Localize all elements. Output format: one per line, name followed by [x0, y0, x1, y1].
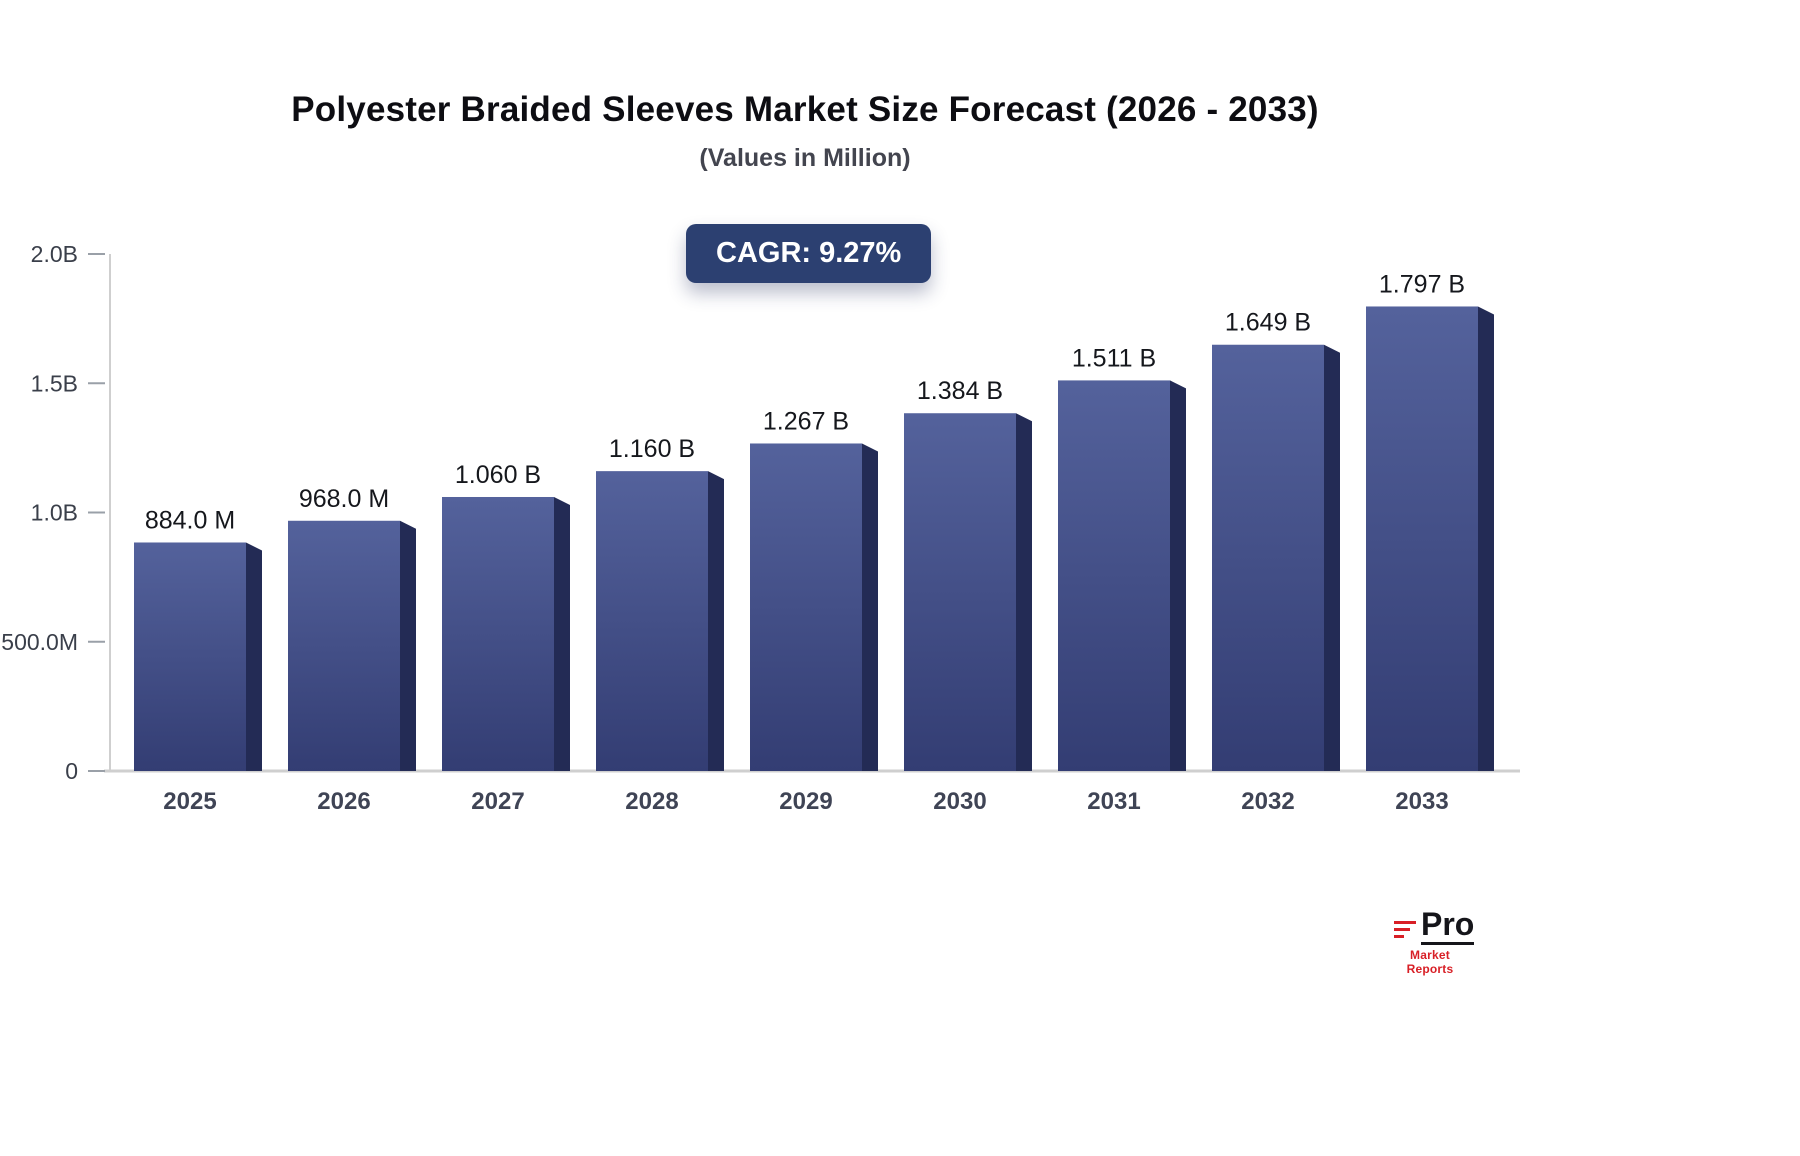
x-axis-label: 2029 — [779, 788, 832, 815]
bar-value-label: 968.0 M — [299, 485, 389, 513]
x-axis-label: 2028 — [625, 788, 678, 815]
bar-value-label: 884.0 M — [145, 506, 235, 534]
bar-2025: 884.0 M 2025 — [134, 506, 262, 815]
bar-2029: 1.267 B 2029 — [750, 407, 878, 815]
bar-value-label: 1.160 B — [609, 435, 695, 463]
bar-side-face — [862, 443, 878, 771]
bar-front-face — [442, 496, 554, 771]
bar-2033: 1.797 B 2033 — [1366, 270, 1494, 815]
bar-2028: 1.160 B 2028 — [596, 435, 724, 815]
x-axis-label: 2027 — [471, 788, 524, 815]
bar-value-label: 1.267 B — [763, 407, 849, 435]
chart-header: Polyester Braided Sleeves Market Size Fo… — [0, 0, 1610, 173]
chart-title: Polyester Braided Sleeves Market Size Fo… — [291, 90, 1319, 129]
logo-text: Pro — [1421, 908, 1475, 945]
logo-row: Pro — [1394, 908, 1504, 945]
bar-front-face — [1212, 344, 1324, 771]
x-axis-label: 2025 — [163, 788, 216, 815]
chart-subtitle: (Values in Million) — [699, 144, 911, 172]
y-tick-label: 1.5B — [31, 370, 78, 396]
bar-front-face — [596, 471, 708, 771]
x-axis-label: 2032 — [1241, 788, 1294, 815]
logo-subtext: Market Reports — [1406, 948, 1454, 976]
bar-side-face — [554, 496, 570, 771]
bar-side-face — [1170, 380, 1186, 771]
bar-side-face — [1324, 344, 1340, 771]
x-axis-label: 2031 — [1087, 788, 1140, 815]
bar-side-face — [708, 471, 724, 771]
bar-2032: 1.649 B 2032 — [1212, 309, 1340, 815]
bar-2026: 968.0 M 2026 — [288, 485, 416, 815]
bar-front-face — [750, 443, 862, 771]
bar-value-label: 1.649 B — [1225, 309, 1311, 337]
bar-2030: 1.384 B 2030 — [904, 377, 1032, 815]
cagr-badge: CAGR: 9.27% — [686, 224, 932, 283]
logo-lines-icon — [1394, 921, 1416, 945]
x-axis-label: 2033 — [1395, 788, 1448, 815]
bar-front-face — [1366, 306, 1478, 771]
x-axis-label: 2026 — [317, 788, 370, 815]
y-tick-label: 2.0B — [31, 241, 78, 267]
y-tick-label: 1.0B — [31, 500, 78, 526]
y-tick-label: 500.0M — [1, 629, 78, 655]
logo: Pro Market Reports — [1394, 908, 1504, 976]
bar-2027: 1.060 B 2027 — [442, 461, 570, 815]
bar-side-face — [400, 520, 416, 771]
bar-value-label: 1.511 B — [1072, 344, 1156, 372]
bar-front-face — [288, 520, 400, 771]
bar-side-face — [246, 542, 262, 771]
bar-value-label: 1.060 B — [455, 461, 541, 489]
bar-side-face — [1478, 306, 1494, 771]
bar-value-label: 1.384 B — [917, 377, 1003, 405]
bar-front-face — [1058, 380, 1170, 771]
bar-value-label: 1.797 B — [1379, 270, 1465, 298]
bar-side-face — [1016, 413, 1032, 771]
bar-front-face — [904, 413, 1016, 771]
bar-2031: 1.511 B 2031 — [1058, 344, 1186, 815]
bar-front-face — [134, 542, 246, 771]
x-axis-label: 2030 — [933, 788, 986, 815]
y-tick-label: 0 — [65, 758, 78, 784]
